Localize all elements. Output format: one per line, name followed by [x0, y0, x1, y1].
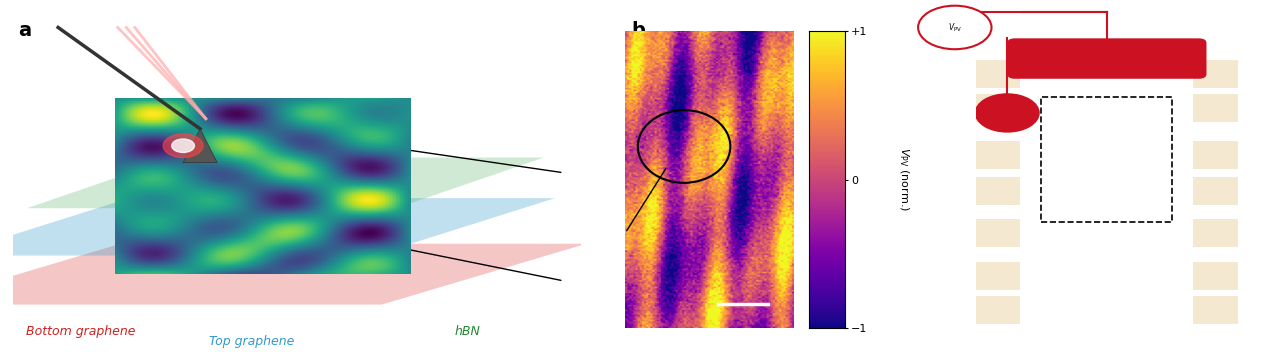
Polygon shape [0, 198, 555, 256]
Text: b: b [631, 21, 645, 40]
Polygon shape [182, 129, 217, 163]
Text: c: c [949, 21, 962, 40]
Circle shape [172, 139, 194, 152]
Circle shape [163, 134, 203, 158]
Text: Top graphene: Top graphene [209, 335, 294, 348]
Text: a: a [18, 21, 32, 40]
Text: $V_\mathrm{PV}$ (norm.): $V_\mathrm{PV}$ (norm.) [897, 147, 910, 212]
Text: Bottom graphene: Bottom graphene [27, 325, 136, 338]
Polygon shape [27, 158, 544, 208]
Polygon shape [0, 244, 587, 304]
Text: hBN: hBN [454, 325, 480, 338]
